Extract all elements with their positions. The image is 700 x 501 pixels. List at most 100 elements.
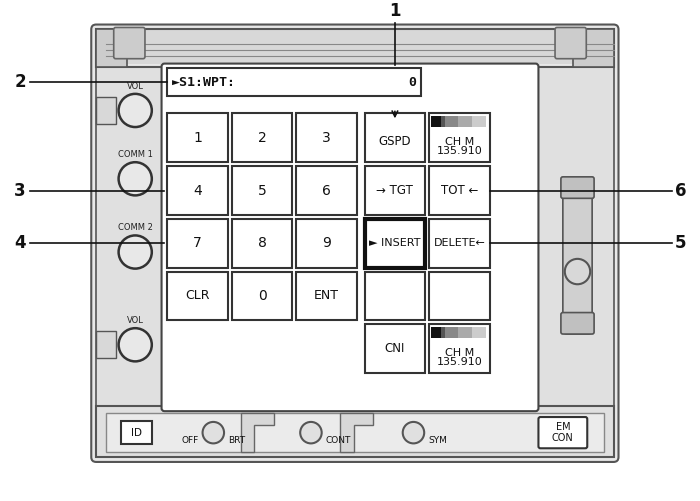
Circle shape (118, 94, 152, 127)
Bar (167, 166, 228, 215)
Bar (232, 113, 293, 162)
Bar (444, 116, 458, 127)
Text: ENT: ENT (314, 290, 339, 303)
FancyBboxPatch shape (162, 64, 538, 411)
Circle shape (118, 235, 152, 269)
Text: SYM: SYM (428, 436, 447, 445)
Bar (431, 116, 441, 127)
Bar (96, 30, 614, 64)
Bar (472, 116, 486, 127)
Bar (429, 324, 489, 373)
Text: ► INSERT: ► INSERT (369, 238, 421, 248)
Bar (365, 219, 425, 268)
Circle shape (118, 162, 152, 195)
Bar (472, 327, 486, 338)
FancyBboxPatch shape (538, 417, 587, 448)
Text: 6: 6 (675, 181, 687, 199)
Bar (365, 113, 425, 162)
Bar (296, 272, 357, 320)
Text: CLR: CLR (186, 290, 210, 303)
Text: VOL: VOL (127, 82, 144, 91)
Text: 0: 0 (408, 76, 416, 89)
Text: OFF: OFF (181, 436, 199, 445)
Polygon shape (241, 413, 274, 452)
Text: COMM 1: COMM 1 (118, 150, 153, 159)
Text: 2: 2 (14, 73, 26, 91)
Bar (365, 166, 425, 215)
Text: 135.910: 135.910 (437, 146, 482, 156)
Text: COMM 2: COMM 2 (118, 223, 153, 232)
Text: 4: 4 (14, 234, 26, 252)
Bar (167, 272, 228, 320)
Bar (96, 67, 164, 408)
Text: 4: 4 (193, 183, 202, 197)
Text: 7: 7 (193, 236, 202, 250)
Text: CH M: CH M (444, 348, 474, 358)
Text: GSPD: GSPD (379, 135, 411, 148)
Bar (296, 219, 357, 268)
Polygon shape (340, 413, 373, 452)
Circle shape (202, 422, 224, 443)
Bar (458, 116, 472, 127)
Polygon shape (96, 30, 127, 67)
Polygon shape (573, 30, 614, 67)
Bar (365, 272, 425, 320)
Bar (458, 327, 472, 338)
Text: VOL: VOL (127, 316, 144, 325)
FancyBboxPatch shape (555, 28, 587, 59)
Text: 1: 1 (193, 131, 202, 145)
Bar (365, 324, 425, 373)
Bar (96, 331, 116, 358)
Circle shape (300, 422, 322, 443)
Bar (232, 219, 293, 268)
Text: 3: 3 (14, 181, 26, 199)
Bar (167, 219, 228, 268)
Bar (429, 272, 489, 320)
Text: CNI: CNI (385, 342, 405, 355)
Bar (96, 97, 116, 124)
Text: 2: 2 (258, 131, 267, 145)
Text: CH M: CH M (444, 137, 474, 147)
FancyBboxPatch shape (563, 185, 592, 334)
Bar (429, 166, 489, 215)
Text: 9: 9 (322, 236, 331, 250)
Bar (106, 413, 604, 452)
Text: DELETE←: DELETE← (433, 238, 485, 248)
Bar (167, 69, 421, 96)
Text: 0: 0 (258, 289, 267, 303)
FancyBboxPatch shape (91, 25, 619, 462)
FancyBboxPatch shape (113, 28, 145, 59)
Text: 8: 8 (258, 236, 267, 250)
Bar (431, 327, 444, 338)
Text: EM
CON: EM CON (552, 422, 574, 443)
Text: ID: ID (131, 428, 141, 438)
Circle shape (565, 259, 590, 284)
Text: → TGT: → TGT (377, 184, 414, 197)
Text: 5: 5 (675, 234, 687, 252)
Bar (444, 327, 458, 338)
Text: 135.910: 135.910 (437, 357, 482, 367)
Bar (167, 113, 228, 162)
Bar (296, 113, 357, 162)
Bar (296, 166, 357, 215)
Text: ►S1:WPT:: ►S1:WPT: (172, 76, 237, 89)
FancyBboxPatch shape (561, 313, 594, 334)
Circle shape (402, 422, 424, 443)
Text: 1: 1 (389, 2, 400, 20)
Text: 6: 6 (322, 183, 331, 197)
Bar (429, 113, 489, 162)
Bar (536, 67, 614, 408)
Bar (96, 30, 614, 67)
Bar (232, 272, 293, 320)
Text: TOT ←: TOT ← (441, 184, 478, 197)
Circle shape (118, 328, 152, 361)
Bar (232, 166, 293, 215)
Bar (431, 116, 444, 127)
Bar (120, 421, 152, 444)
Text: 5: 5 (258, 183, 267, 197)
Text: CONT: CONT (326, 436, 351, 445)
Bar (96, 406, 614, 457)
Bar (429, 219, 489, 268)
Text: 3: 3 (322, 131, 331, 145)
FancyBboxPatch shape (561, 177, 594, 198)
